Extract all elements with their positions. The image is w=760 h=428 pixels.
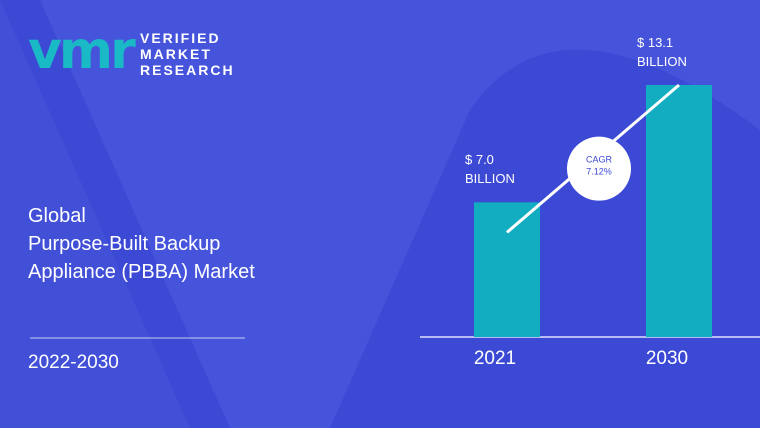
background-shape <box>0 0 190 428</box>
cagr-badge <box>567 136 631 201</box>
x-tick-label: 2021 <box>474 348 516 369</box>
chart-title: Appliance (PBBA) Market <box>28 261 255 283</box>
chart-title: Purpose-Built Backup <box>28 233 220 255</box>
x-tick-label: 2030 <box>646 348 688 369</box>
logo-text: MARKET <box>140 46 212 62</box>
cagr-value: 7.12% <box>586 167 612 177</box>
value-label: $ 7.0 BILLION <box>465 152 515 187</box>
cagr-label: CAGR <box>586 155 613 165</box>
background-shape <box>40 0 760 428</box>
logo-text: VERIFIED <box>140 30 221 46</box>
period: 2022-2030 <box>28 352 119 373</box>
bar <box>474 202 540 337</box>
chart-title: Global <box>28 205 86 227</box>
value-label: $ 13.1 BILLION <box>637 35 687 69</box>
bar <box>646 85 712 337</box>
logo-text: RESEARCH <box>140 62 235 78</box>
logo-mark: vmr <box>28 21 136 81</box>
